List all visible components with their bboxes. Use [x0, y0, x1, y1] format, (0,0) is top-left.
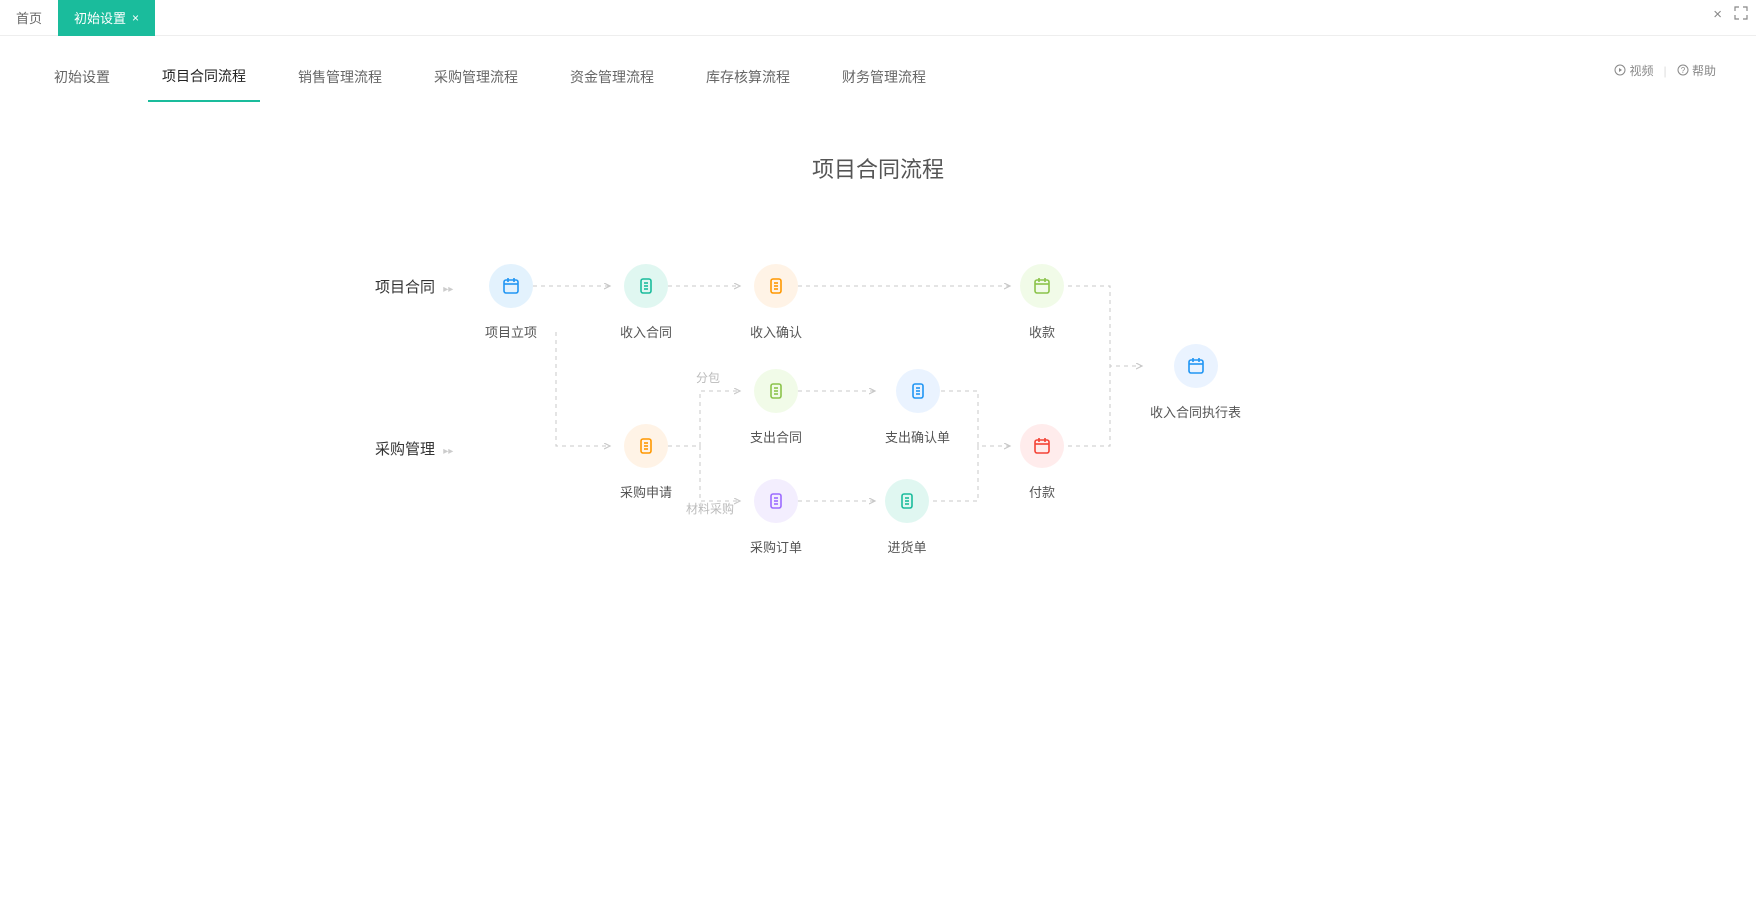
divider: |: [1664, 64, 1667, 78]
edge-label-subcontract: 分包: [696, 369, 720, 386]
expense-confirm-label: 支出确认单: [885, 427, 950, 446]
row-label-2-text: 采购管理: [375, 441, 435, 458]
expense-contract-icon: [754, 369, 798, 413]
payment-icon: [1020, 424, 1064, 468]
help-link-label: 帮助: [1692, 64, 1716, 78]
help-link[interactable]: ? 帮助: [1677, 62, 1716, 79]
receipt-label: 收款: [1029, 322, 1055, 341]
tab-initial-settings-label: 初始设置: [74, 8, 126, 27]
fullscreen-icon[interactable]: [1734, 6, 1748, 24]
top-right-controls: ×: [1713, 6, 1748, 24]
tab-home-label: 首页: [16, 8, 42, 27]
project-approval-label: 项目立项: [485, 322, 537, 341]
flow-node-payment[interactable]: 付款: [1020, 424, 1064, 501]
income-exec-table-icon: [1174, 344, 1218, 388]
purchase-order-icon: [754, 479, 798, 523]
sub-tab-0[interactable]: 初始设置: [40, 57, 124, 101]
sub-tab-strip: 初始设置 项目合同流程 销售管理流程 采购管理流程 资金管理流程 库存核算流程 …: [0, 36, 1756, 102]
connector-lines: [0, 204, 1756, 804]
edge-label-material: 材料采购: [686, 500, 734, 517]
flow-node-receiving[interactable]: 进货单: [885, 479, 929, 556]
row-label-project-contract: 项目合同 ▸▸: [375, 276, 453, 297]
row-label-1-text: 项目合同: [375, 279, 435, 296]
chevron-right-icon: ▸▸: [443, 446, 453, 457]
sub-tab-3[interactable]: 采购管理流程: [420, 57, 532, 101]
purchase-request-icon: [624, 424, 668, 468]
flow-node-income-exec-table[interactable]: 收入合同执行表: [1150, 344, 1241, 421]
expense-contract-label: 支出合同: [750, 427, 802, 446]
chevron-right-icon: ▸▸: [443, 284, 453, 295]
project-approval-icon: [489, 264, 533, 308]
sub-tab-6[interactable]: 财务管理流程: [828, 57, 940, 101]
flow-node-project-approval[interactable]: 项目立项: [485, 264, 537, 341]
receipt-icon: [1020, 264, 1064, 308]
income-confirm-label: 收入确认: [750, 322, 802, 341]
sub-tab-5[interactable]: 库存核算流程: [692, 57, 804, 101]
sub-tab-4[interactable]: 资金管理流程: [556, 57, 668, 101]
income-exec-table-label: 收入合同执行表: [1150, 402, 1241, 421]
flow-node-purchase-request[interactable]: 采购申请: [620, 424, 672, 501]
video-link-label: 视频: [1630, 64, 1654, 78]
tab-initial-settings[interactable]: 初始设置 ×: [58, 0, 155, 36]
window-close-icon[interactable]: ×: [1713, 6, 1722, 24]
flow-node-expense-contract[interactable]: 支出合同: [750, 369, 802, 446]
flow-node-receipt[interactable]: 收款: [1020, 264, 1064, 341]
flow-node-income-confirm[interactable]: 收入确认: [750, 264, 802, 341]
tab-close-icon[interactable]: ×: [132, 11, 139, 25]
sub-tab-1[interactable]: 项目合同流程: [148, 56, 260, 102]
top-tab-strip: 首页 初始设置 ×: [0, 0, 1756, 36]
flow-node-purchase-order[interactable]: 采购订单: [750, 479, 802, 556]
svg-text:?: ?: [1680, 66, 1685, 75]
sub-tab-right-links: 视频 | ? 帮助: [1614, 62, 1716, 79]
tab-home[interactable]: 首页: [0, 0, 58, 36]
flow-node-income-contract[interactable]: 收入合同: [620, 264, 672, 341]
flow-diagram: 项目合同 ▸▸ 采购管理 ▸▸ 分包 材料采购 项目立项 收入合同 收入确认 收款收入…: [0, 204, 1756, 804]
income-contract-label: 收入合同: [620, 322, 672, 341]
purchase-order-label: 采购订单: [750, 537, 802, 556]
receiving-icon: [885, 479, 929, 523]
row-label-purchase-mgmt: 采购管理 ▸▸: [375, 438, 453, 459]
purchase-request-label: 采购申请: [620, 482, 672, 501]
income-contract-icon: [624, 264, 668, 308]
video-link[interactable]: 视频: [1614, 62, 1653, 79]
flow-node-expense-confirm[interactable]: 支出确认单: [885, 369, 950, 446]
page-title: 项目合同流程: [0, 152, 1756, 184]
sub-tab-2[interactable]: 销售管理流程: [284, 57, 396, 101]
expense-confirm-icon: [896, 369, 940, 413]
payment-label: 付款: [1029, 482, 1055, 501]
income-confirm-icon: [754, 264, 798, 308]
receiving-label: 进货单: [887, 537, 926, 556]
